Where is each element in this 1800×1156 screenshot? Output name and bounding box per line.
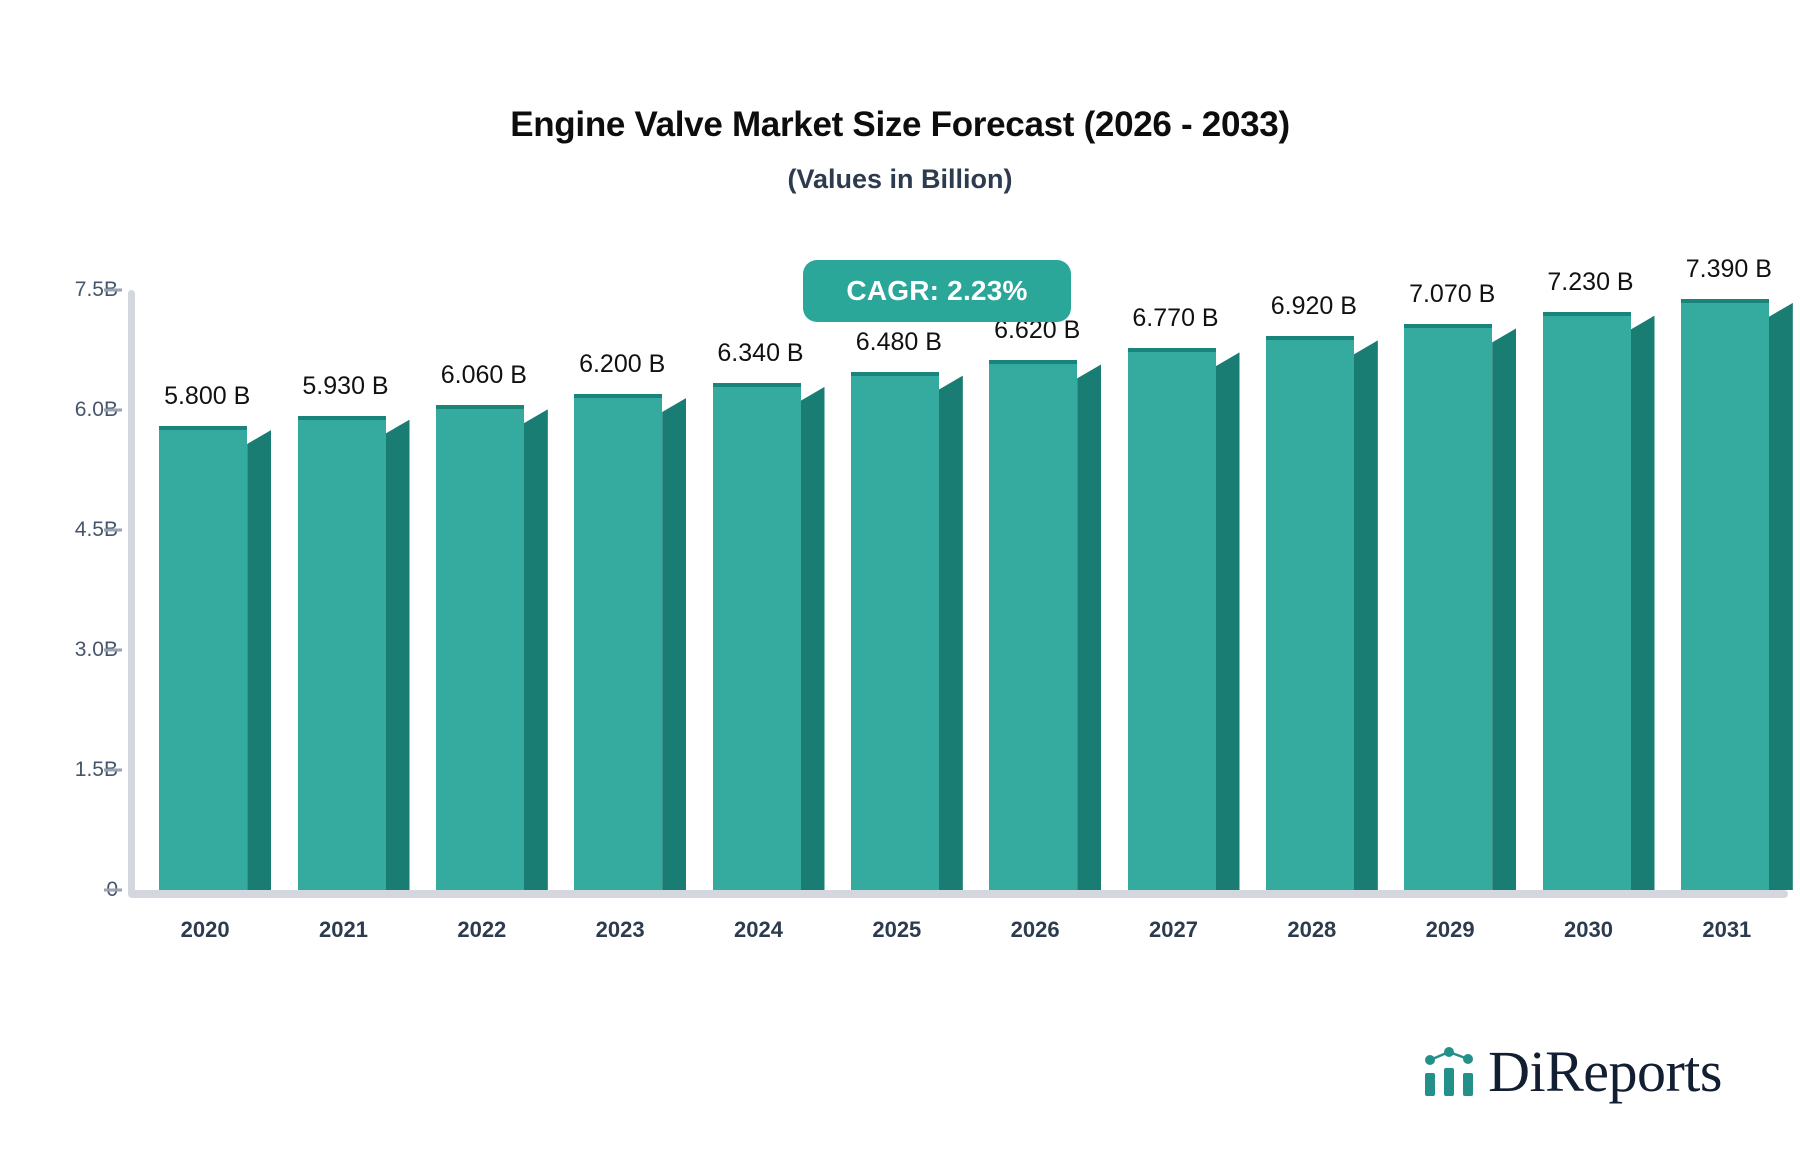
bar-side-face [1768, 302, 1793, 890]
y-axis-tick-mark [104, 648, 122, 652]
bar [989, 360, 1102, 890]
x-axis-category-label: 2023 [595, 917, 645, 942]
x-axis-category-label: 2025 [872, 917, 922, 942]
y-axis-tick-label: 6.0B [74, 398, 118, 421]
y-axis-tick-label: 3.0B [74, 638, 118, 661]
bar-value-label: 7.070 B [1409, 280, 1496, 309]
y-axis-tick-label: 1.5B [74, 758, 118, 781]
bar-value-label: 5.930 B [302, 371, 389, 400]
bar-front-face [1542, 311, 1631, 890]
x-axis-category-label: 2026 [1010, 917, 1060, 942]
bar-front-face [435, 405, 524, 890]
bar-value-label: 6.340 B [717, 338, 804, 367]
y-axis-tick-mark [104, 888, 122, 892]
bar-front-face [574, 394, 663, 890]
bar [1542, 311, 1655, 890]
brand-name: DiReports [1488, 1039, 1722, 1104]
bar [1127, 348, 1240, 890]
bar-value-label: 6.480 B [855, 327, 942, 356]
bar-front-face [297, 415, 386, 890]
x-axis-line [128, 890, 1788, 898]
bar-side-face [662, 398, 687, 890]
x-axis-category-label: 2031 [1702, 917, 1752, 942]
bar-value-label: 6.920 B [1270, 292, 1357, 321]
bar [1404, 324, 1517, 890]
bar [1680, 298, 1793, 890]
bar-value-label: 7.390 B [1685, 254, 1772, 283]
x-axis-category-label: 2030 [1564, 917, 1613, 942]
bar-value-label: 5.800 B [164, 382, 251, 410]
y-axis-tick-label: 0 [0, 878, 118, 902]
bar [574, 394, 687, 890]
bar-side-face [523, 409, 548, 890]
y-axis-tick-mark [104, 408, 122, 412]
brand-logo: DiReports [1422, 1043, 1722, 1101]
title-block: Engine Valve Market Size Forecast (2026 … [0, 104, 1800, 195]
bar [850, 371, 963, 890]
bar-side-face [1353, 340, 1378, 890]
x-axis-category-label: 2029 [1425, 917, 1475, 942]
bar-value-label: 6.060 B [440, 361, 527, 390]
y-axis-tick-mark [104, 528, 122, 532]
bar-front-face [1404, 324, 1493, 890]
bar-value-label: 6.200 B [579, 350, 666, 378]
bar-side-face [1492, 328, 1517, 890]
bar-side-face [1630, 315, 1655, 890]
bar-front-face [1680, 298, 1769, 890]
bar-front-face [1127, 348, 1216, 890]
chart-subtitle: (Values in Billion) [787, 164, 1013, 194]
bar [712, 382, 825, 890]
plot-area [128, 290, 1788, 898]
bar [297, 415, 410, 890]
bar-side-face [247, 430, 272, 890]
bar [1265, 336, 1378, 890]
bar-chart-icon [1425, 1047, 1474, 1096]
y-axis-line [128, 290, 135, 897]
x-axis-category-label: 2022 [457, 917, 507, 942]
x-axis-category-label: 2028 [1287, 917, 1337, 942]
bar-value-label: 6.770 B [1132, 304, 1219, 333]
x-axis-category-label: 2027 [1149, 917, 1198, 942]
y-axis-tick-mark [104, 288, 122, 292]
y-axis-tick-label: 4.5B [74, 518, 118, 541]
bar [159, 426, 272, 890]
bar-front-face [989, 360, 1078, 890]
bar-side-face [938, 375, 963, 890]
cagr-badge: CAGR: 2.23% [803, 260, 1071, 322]
bar-front-face [850, 371, 939, 890]
x-axis-category-label: 2024 [734, 917, 783, 942]
y-axis-tick-label: 7.5B [74, 278, 118, 301]
x-axis-category-label: 2021 [319, 917, 368, 942]
bar-front-face [712, 382, 801, 890]
bar-value-label: 7.230 B [1547, 267, 1634, 296]
bar-side-face [385, 419, 410, 890]
bar-front-face [159, 426, 248, 890]
chart-title: Engine Valve Market Size Forecast (2026 … [510, 105, 1290, 144]
bar [435, 405, 548, 890]
bar-side-face [1077, 364, 1102, 890]
bars-layer: 5.800 B 5.930 B 6.060 B 6.200 B 6.340 B 6.480… [128, 255, 1793, 897]
bar-side-face [800, 386, 825, 890]
bar-side-face [1215, 352, 1240, 890]
x-axis-category-label: 2020 [180, 917, 230, 942]
bar-front-face [1265, 336, 1354, 890]
y-axis-tick-mark [104, 768, 122, 772]
